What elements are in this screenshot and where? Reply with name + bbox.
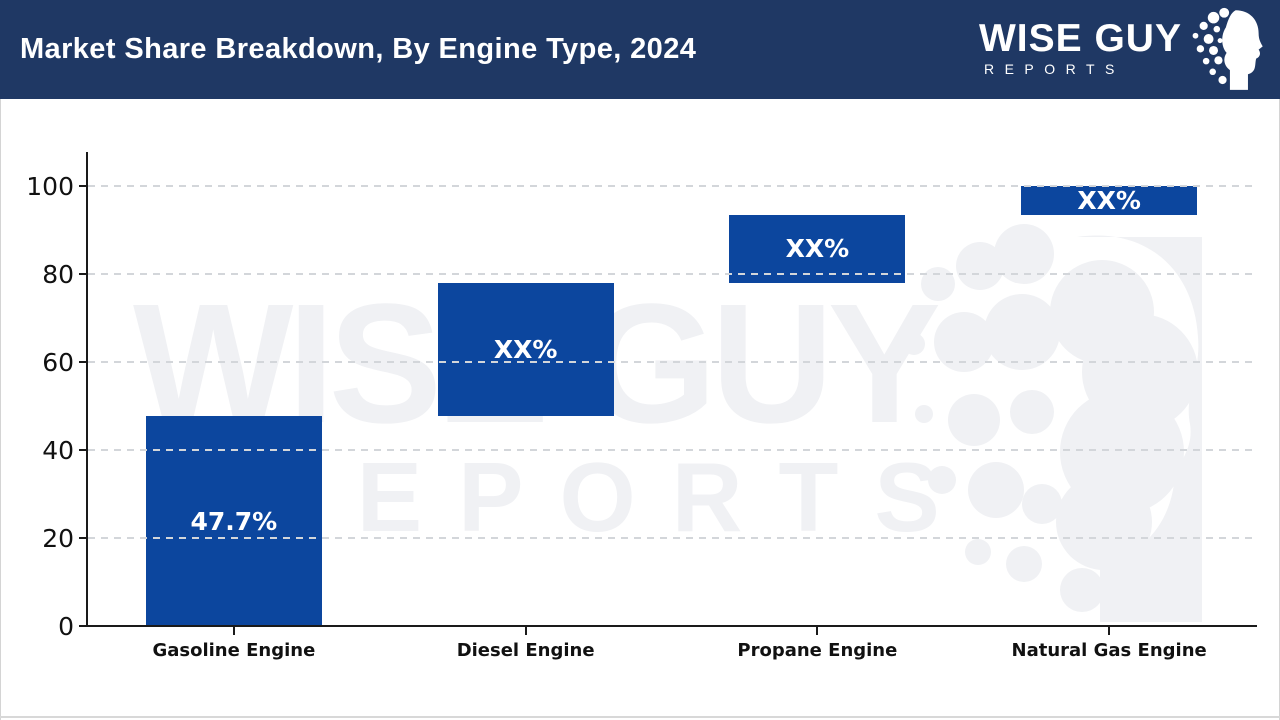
page-title: Market Share Breakdown, By Engine Type, … (20, 33, 697, 65)
header-bar: Market Share Breakdown, By Engine Type, … (0, 0, 1280, 99)
left-border (0, 99, 1, 720)
bar-natural-gas-engine: XX% (1021, 185, 1198, 215)
bar-propane-engine: XX% (729, 214, 906, 283)
x-axis-label: Gasoline Engine (152, 640, 316, 661)
y-axis-tick-label: 40 (42, 436, 74, 465)
dotted-face-logo-icon (1192, 7, 1263, 90)
watermark-subtitle: REPORTS (250, 442, 976, 552)
bar-diesel-engine: XX% (437, 282, 614, 417)
x-axis-tick (524, 627, 527, 635)
bar-value-label: XX% (493, 334, 558, 364)
y-axis-line (86, 152, 88, 627)
x-axis-label: Natural Gas Engine (1011, 640, 1207, 661)
logo-wordmark: WISE GUY (978, 17, 1182, 60)
watermark-dotted-face (903, 224, 1202, 622)
y-axis-tick-label: 80 (42, 260, 74, 289)
bar-value-label: XX% (785, 234, 850, 264)
x-axis-tick (1108, 627, 1111, 635)
bar-value-label: XX% (1077, 185, 1141, 215)
logo-subtitle: REPORTS (983, 61, 1125, 77)
bar-gasoline-engine: 47.7% (145, 416, 322, 626)
y-axis-tick (79, 537, 87, 539)
gridline (88, 537, 1255, 539)
y-axis-tick (79, 361, 87, 363)
y-axis-tick (79, 449, 87, 451)
y-axis-tick-label: 0 (58, 612, 74, 641)
gridline (88, 361, 1255, 363)
x-axis-tick (232, 627, 235, 635)
gridline (88, 273, 1255, 275)
y-axis-tick-label: 60 (42, 348, 74, 377)
wise-guy-reports-logo: WISE GUY REPORTS (979, 6, 1266, 90)
y-axis-tick-label: 20 (42, 524, 74, 553)
gridline (88, 185, 1255, 187)
gridline (88, 449, 1255, 451)
y-axis-tick-label: 100 (26, 172, 74, 201)
y-axis-tick (79, 185, 87, 187)
x-axis-label: Propane Engine (737, 640, 898, 661)
y-axis-tick (79, 625, 87, 627)
bar-value-label: 47.7% (190, 506, 278, 536)
y-axis-tick (79, 273, 87, 275)
x-axis-tick (816, 627, 819, 635)
x-axis-line (86, 625, 1257, 627)
x-axis-label: Diesel Engine (456, 640, 595, 661)
bottom-border (0, 716, 1280, 718)
